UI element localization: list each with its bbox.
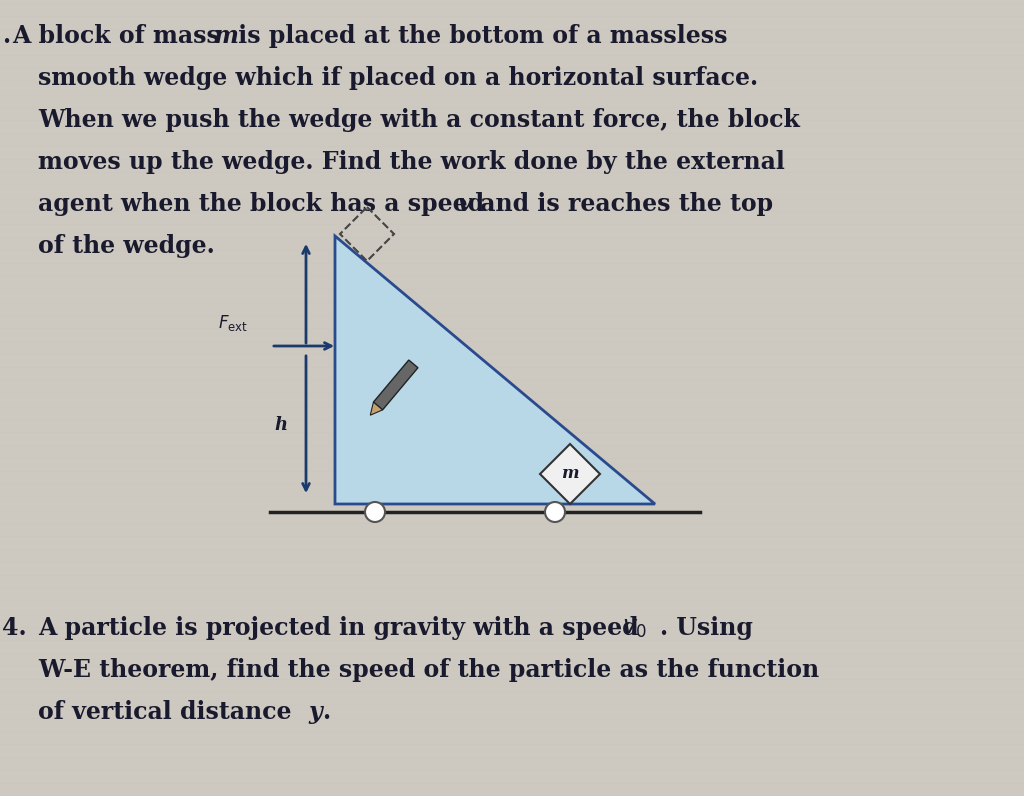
Polygon shape (540, 444, 600, 504)
Text: m: m (214, 24, 239, 48)
Text: $v_0$: $v_0$ (622, 616, 647, 640)
Text: agent when the block has a speed: agent when the block has a speed (38, 192, 493, 216)
Text: . Using: . Using (660, 616, 753, 640)
Text: moves up the wedge. Find the work done by the external: moves up the wedge. Find the work done b… (38, 150, 784, 174)
Circle shape (545, 502, 565, 522)
Circle shape (365, 502, 385, 522)
Text: h: h (274, 416, 288, 434)
Text: A particle is projected in gravity with a speed: A particle is projected in gravity with … (38, 616, 647, 640)
Text: .: . (2, 24, 10, 48)
Text: W-E theorem, find the speed of the particle as the function: W-E theorem, find the speed of the parti… (38, 658, 819, 682)
Text: A block of mass: A block of mass (12, 24, 228, 48)
Text: When we push the wedge with a constant force, the block: When we push the wedge with a constant f… (38, 108, 800, 132)
Text: of the wedge.: of the wedge. (38, 234, 215, 258)
Text: y: y (308, 700, 322, 724)
Polygon shape (371, 402, 383, 416)
Polygon shape (335, 236, 655, 504)
Text: $F_{\rm ext}$: $F_{\rm ext}$ (218, 313, 248, 333)
Text: and is reaches the top: and is reaches the top (472, 192, 773, 216)
Text: is placed at the bottom of a massless: is placed at the bottom of a massless (230, 24, 727, 48)
Text: v: v (457, 192, 471, 216)
Text: 4.: 4. (2, 616, 27, 640)
Polygon shape (374, 360, 418, 410)
Text: smooth wedge which if placed on a horizontal surface.: smooth wedge which if placed on a horizo… (38, 66, 758, 90)
Text: .: . (322, 700, 330, 724)
Text: m: m (561, 466, 579, 482)
Text: of vertical distance: of vertical distance (38, 700, 300, 724)
